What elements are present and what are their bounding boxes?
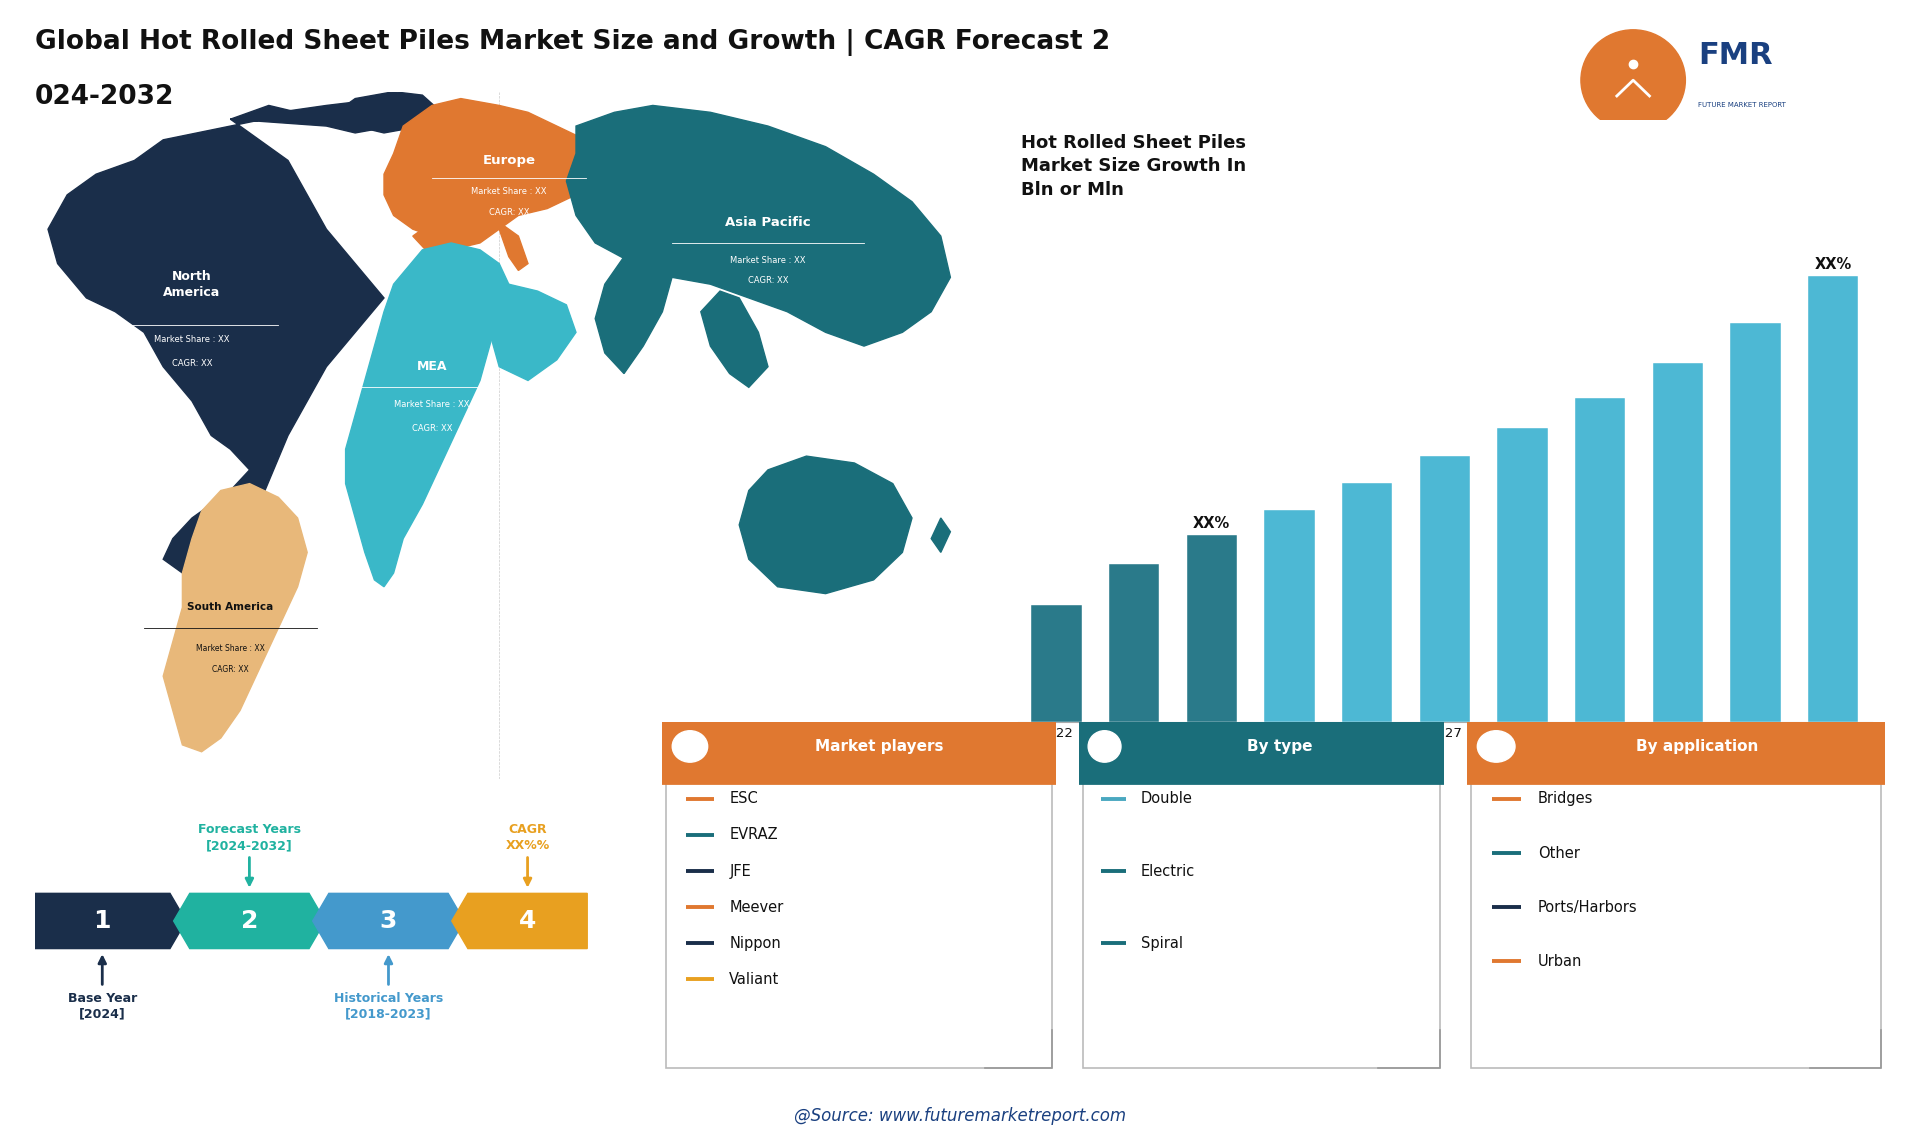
Text: XX%: XX% — [1192, 516, 1231, 531]
Text: JFE: JFE — [730, 864, 751, 879]
Text: Global Hot Rolled Sheet Piles Market Size and Growth | CAGR Forecast 2: Global Hot Rolled Sheet Piles Market Siz… — [35, 29, 1110, 56]
Bar — [1110, 565, 1160, 722]
Circle shape — [1476, 731, 1515, 762]
Bar — [1187, 535, 1236, 722]
Polygon shape — [313, 894, 465, 949]
Text: 2: 2 — [240, 909, 257, 933]
Polygon shape — [499, 222, 528, 270]
Text: 1: 1 — [94, 909, 111, 933]
Circle shape — [1089, 731, 1121, 762]
Text: Asia Pacific: Asia Pacific — [726, 215, 810, 229]
Polygon shape — [384, 99, 605, 250]
Bar — [1653, 362, 1703, 722]
Text: Valiant: Valiant — [730, 972, 780, 987]
Text: CAGR: XX: CAGR: XX — [488, 207, 530, 217]
Text: Bridges: Bridges — [1538, 792, 1594, 807]
Circle shape — [1580, 30, 1686, 131]
Polygon shape — [48, 99, 413, 573]
Text: FMR: FMR — [1699, 40, 1772, 70]
Text: 3: 3 — [380, 909, 397, 933]
Circle shape — [672, 731, 708, 762]
Text: Forecast Years
[2024-2032]: Forecast Years [2024-2032] — [198, 823, 301, 851]
Text: 024-2032: 024-2032 — [35, 84, 175, 110]
Text: Meever: Meever — [730, 900, 783, 915]
Text: Urban: Urban — [1538, 953, 1582, 968]
Text: CAGR: XX: CAGR: XX — [411, 424, 453, 433]
Polygon shape — [490, 284, 576, 380]
Bar — [1419, 456, 1471, 722]
Polygon shape — [413, 229, 461, 264]
Bar — [1498, 427, 1548, 722]
Text: @Source: www.futuremarketreport.com: @Source: www.futuremarketreport.com — [795, 1107, 1125, 1125]
Text: Hot Rolled Sheet Piles
Market Size Growth In
Bln or Mln: Hot Rolled Sheet Piles Market Size Growt… — [1021, 134, 1246, 199]
Text: Ports/Harbors: Ports/Harbors — [1538, 900, 1638, 915]
Text: Other: Other — [1538, 846, 1580, 861]
Text: CAGR
XX%%: CAGR XX%% — [505, 823, 549, 851]
Polygon shape — [595, 257, 672, 374]
Polygon shape — [451, 894, 588, 949]
Text: By application: By application — [1636, 739, 1759, 754]
Text: Market Share : XX: Market Share : XX — [470, 187, 547, 196]
Text: ESC: ESC — [730, 792, 758, 807]
Text: Market Share : XX: Market Share : XX — [394, 400, 470, 409]
Text: Spiral: Spiral — [1140, 936, 1183, 951]
Text: Double: Double — [1140, 792, 1192, 807]
Polygon shape — [173, 894, 324, 949]
Polygon shape — [931, 518, 950, 552]
Polygon shape — [566, 105, 950, 346]
FancyBboxPatch shape — [647, 708, 1071, 785]
Polygon shape — [336, 92, 442, 133]
Polygon shape — [701, 291, 768, 387]
Text: 4: 4 — [518, 909, 536, 933]
Text: CAGR: XX: CAGR: XX — [211, 665, 250, 674]
Bar — [1730, 323, 1780, 722]
Text: Europe: Europe — [482, 154, 536, 167]
Text: Market Share : XX: Market Share : XX — [154, 335, 230, 344]
Polygon shape — [346, 243, 509, 587]
Text: FUTURE MARKET REPORT: FUTURE MARKET REPORT — [1699, 102, 1786, 109]
Text: Historical Years
[2018-2023]: Historical Years [2018-2023] — [334, 991, 444, 1021]
Text: CAGR: XX: CAGR: XX — [747, 276, 789, 285]
Bar — [1263, 510, 1315, 722]
Text: South America: South America — [188, 603, 273, 612]
Text: Nippon: Nippon — [730, 936, 781, 951]
Bar — [1342, 482, 1392, 722]
Text: MEA: MEA — [417, 360, 447, 374]
Text: North
America: North America — [163, 269, 221, 299]
Bar — [1574, 398, 1626, 722]
Text: Electric: Electric — [1140, 864, 1196, 879]
Text: By type: By type — [1246, 739, 1313, 754]
Text: Market players: Market players — [814, 739, 943, 754]
Text: Base Year
[2024]: Base Year [2024] — [67, 991, 136, 1021]
Text: XX%: XX% — [1814, 257, 1851, 272]
Polygon shape — [739, 456, 912, 594]
Text: Market Share : XX: Market Share : XX — [196, 644, 265, 653]
Text: EVRAZ: EVRAZ — [730, 827, 778, 842]
Text: Market Share : XX: Market Share : XX — [730, 256, 806, 265]
FancyBboxPatch shape — [1064, 708, 1459, 785]
Text: CAGR: XX: CAGR: XX — [171, 359, 213, 368]
Bar — [1031, 605, 1081, 722]
Bar — [1809, 276, 1859, 722]
FancyBboxPatch shape — [1450, 708, 1903, 785]
Polygon shape — [163, 484, 307, 752]
Polygon shape — [35, 894, 186, 949]
